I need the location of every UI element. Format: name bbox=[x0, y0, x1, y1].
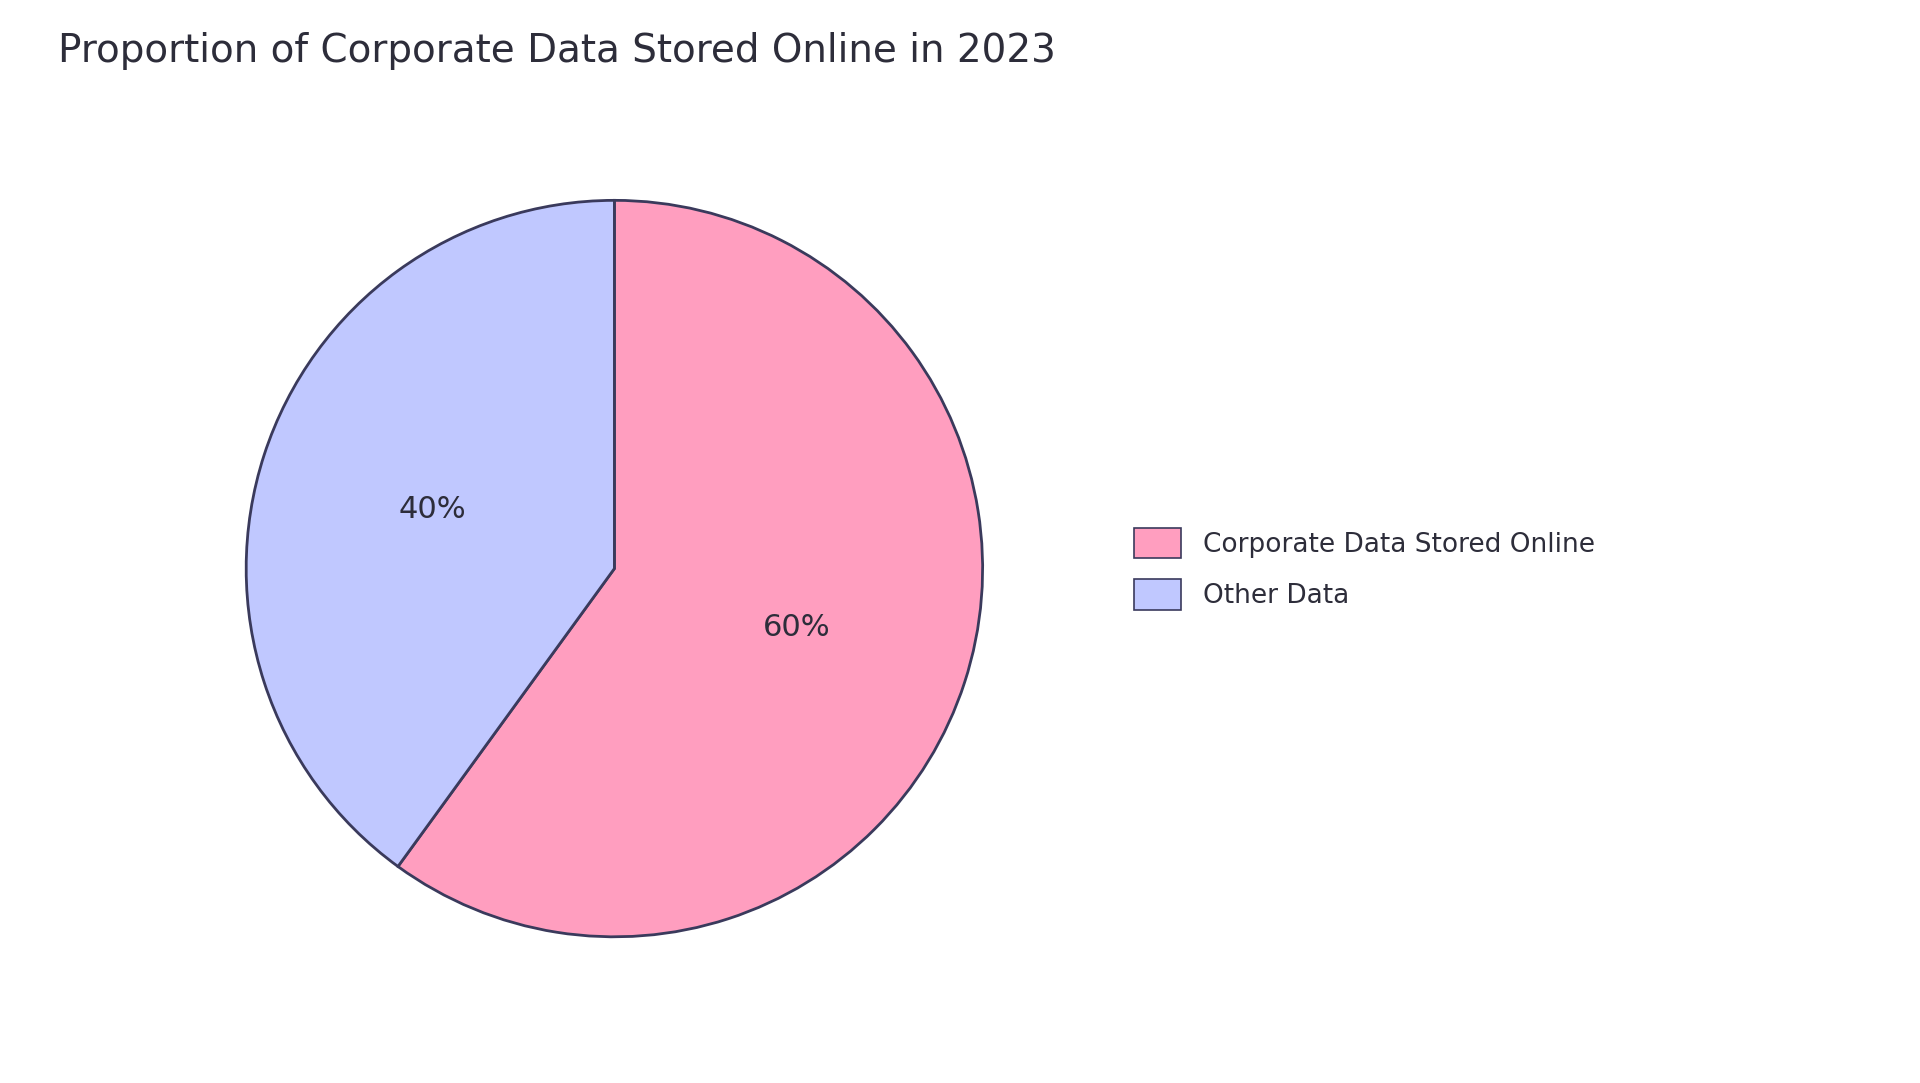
Text: 40%: 40% bbox=[399, 495, 467, 524]
Wedge shape bbox=[246, 200, 614, 866]
Text: Proportion of Corporate Data Stored Online in 2023: Proportion of Corporate Data Stored Onli… bbox=[58, 32, 1056, 70]
Text: 60%: 60% bbox=[762, 613, 829, 642]
Wedge shape bbox=[397, 200, 983, 937]
Legend: Corporate Data Stored Online, Other Data: Corporate Data Stored Online, Other Data bbox=[1135, 527, 1594, 610]
